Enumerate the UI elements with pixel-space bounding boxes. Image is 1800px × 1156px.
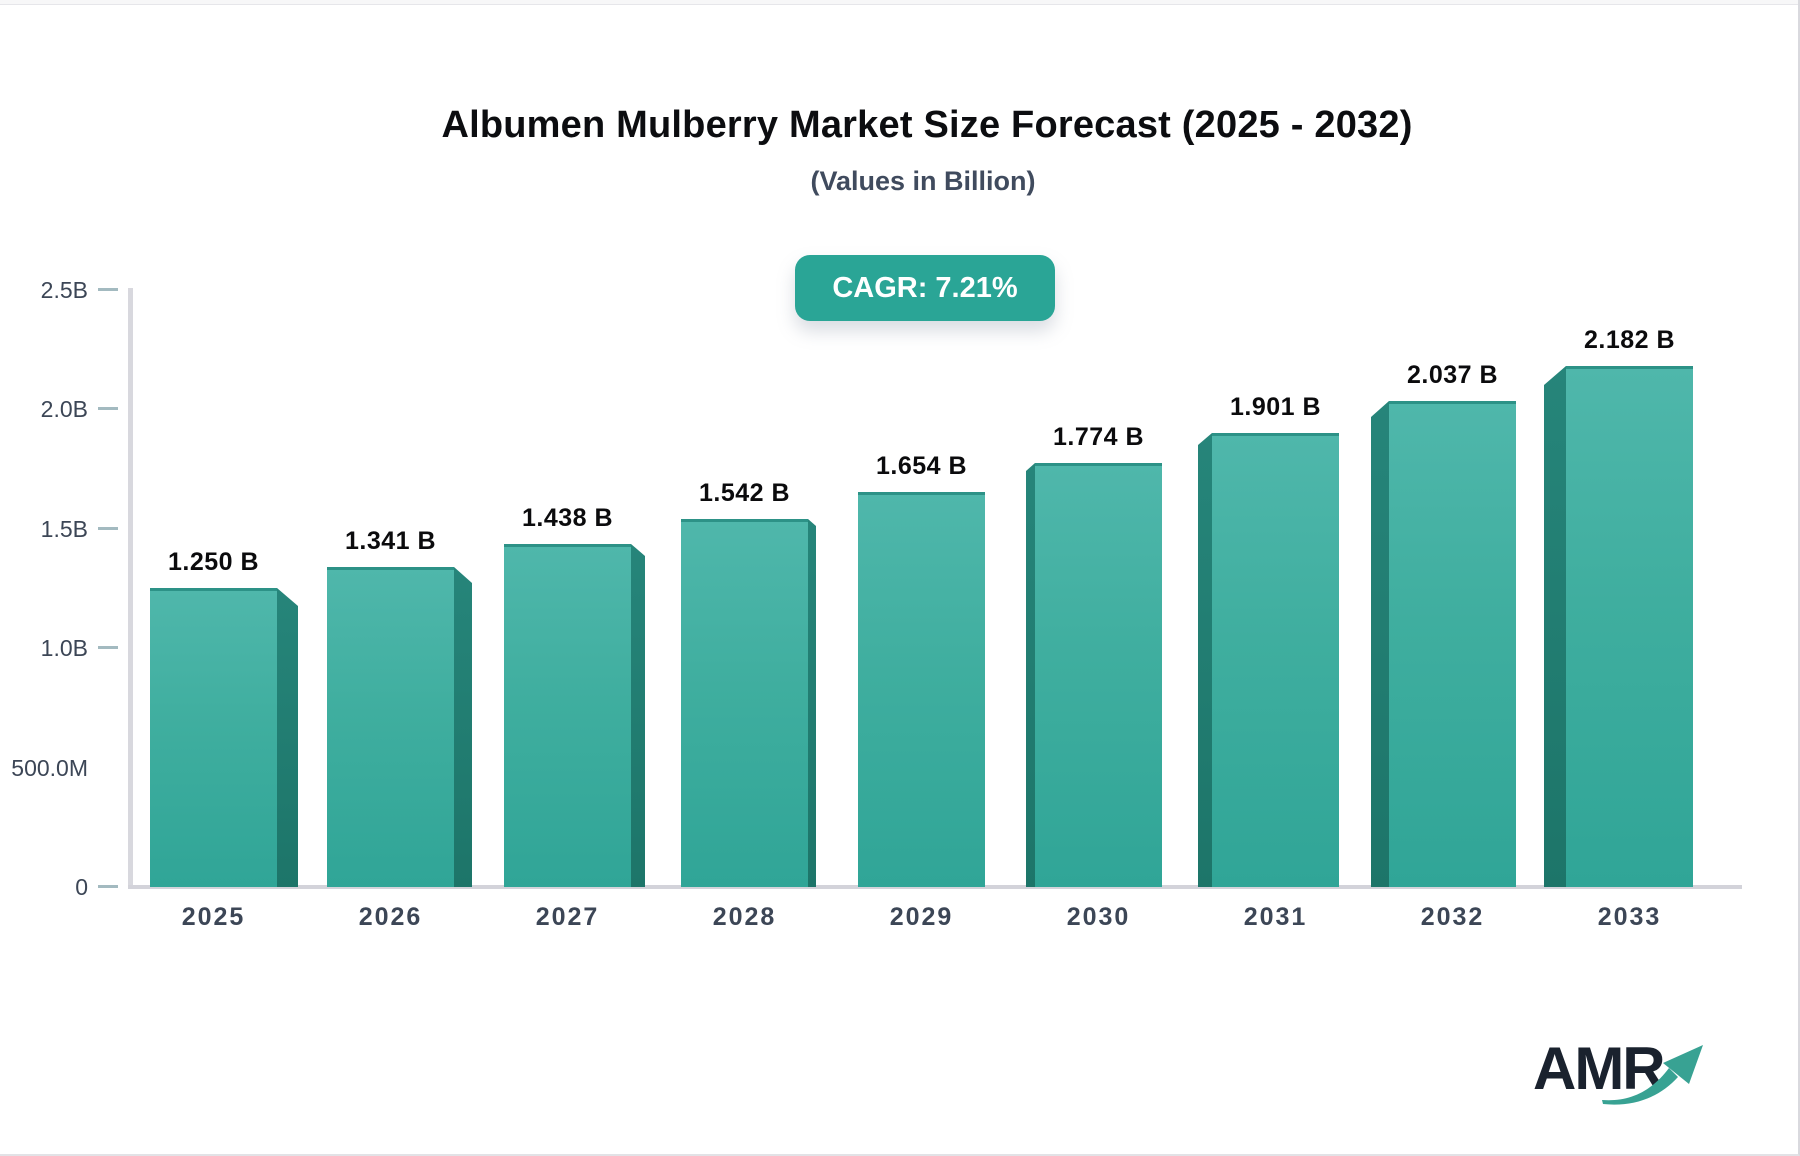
y-axis-label: 500.0M xyxy=(11,754,88,781)
bar-face xyxy=(1212,433,1339,887)
x-axis-line xyxy=(128,885,1742,889)
bar-2026 xyxy=(327,567,472,887)
x-axis-label: 2031 xyxy=(1243,903,1308,931)
x-axis-label: 2030 xyxy=(1066,903,1131,931)
cagr-badge: CAGR: 7.21% xyxy=(795,255,1055,321)
bar-side xyxy=(808,519,816,887)
bar-face xyxy=(858,492,985,887)
bar-value-label: 2.182 B xyxy=(1583,326,1676,354)
x-axis-label: 2028 xyxy=(712,903,777,931)
bar-face xyxy=(150,588,277,887)
x-axis-label: 2032 xyxy=(1420,903,1485,931)
y-axis-label: 2.0B xyxy=(40,396,88,423)
bar-side xyxy=(277,588,298,887)
chart-title: Albumen Mulberry Market Size Forecast (2… xyxy=(441,104,1413,146)
y-axis-label: 1.5B xyxy=(40,515,88,542)
bar-value-label: 1.341 B xyxy=(344,527,437,555)
logo-text: AMR xyxy=(1533,1035,1666,1102)
y-axis-label: 0 xyxy=(75,874,88,900)
y-axis-tick xyxy=(98,288,118,291)
bar-2028 xyxy=(681,519,816,887)
bar-value-label: 1.250 B xyxy=(167,548,260,576)
y-axis-label: 2.5B xyxy=(40,277,88,303)
window-top-edge xyxy=(0,0,1798,5)
bar-value-label: 1.774 B xyxy=(1052,423,1145,451)
y-axis-tick xyxy=(98,407,118,411)
bar-2027 xyxy=(504,544,645,887)
bar-face xyxy=(1389,401,1516,887)
bar-face xyxy=(681,519,808,887)
bar-value-label: 1.542 B xyxy=(698,479,791,507)
y-axis-tick xyxy=(98,526,118,530)
bar-face xyxy=(327,567,454,887)
bar-value-label: 1.901 B xyxy=(1229,393,1322,421)
company-logo: AMR xyxy=(1533,1030,1723,1120)
bar-value-label: 1.654 B xyxy=(875,452,968,480)
y-axis-tick xyxy=(98,646,118,650)
bar-side xyxy=(454,567,472,887)
bar-side xyxy=(1371,401,1389,887)
bar-2032 xyxy=(1371,401,1516,887)
x-axis-label: 2033 xyxy=(1597,903,1662,931)
bar-2033 xyxy=(1544,366,1693,887)
bar-face xyxy=(1035,463,1162,887)
bar-side xyxy=(1544,366,1566,887)
bar-value-label: 2.037 B xyxy=(1406,361,1499,389)
chart-subtitle: (Values in Billion) xyxy=(810,166,1036,196)
growth-arrow-icon xyxy=(1602,1045,1703,1105)
y-axis-line xyxy=(128,288,133,889)
x-axis-label: 2026 xyxy=(358,903,423,931)
x-axis-label: 2029 xyxy=(889,903,954,931)
bar-side xyxy=(631,544,645,887)
x-axis-label: 2027 xyxy=(535,903,600,931)
bar-face xyxy=(1566,366,1693,887)
bar-face xyxy=(504,544,631,887)
y-axis-label: 1.0B xyxy=(40,635,88,662)
bar-value-label: 1.438 B xyxy=(521,504,614,532)
bar-side xyxy=(1198,433,1212,887)
bar-2025 xyxy=(150,588,298,887)
bar-2031 xyxy=(1198,433,1339,887)
bar-side xyxy=(1026,463,1035,887)
bar-2029 xyxy=(858,492,985,887)
y-axis-tick xyxy=(98,885,118,888)
x-axis-label: 2025 xyxy=(181,903,246,931)
bar-2030 xyxy=(1026,463,1162,887)
